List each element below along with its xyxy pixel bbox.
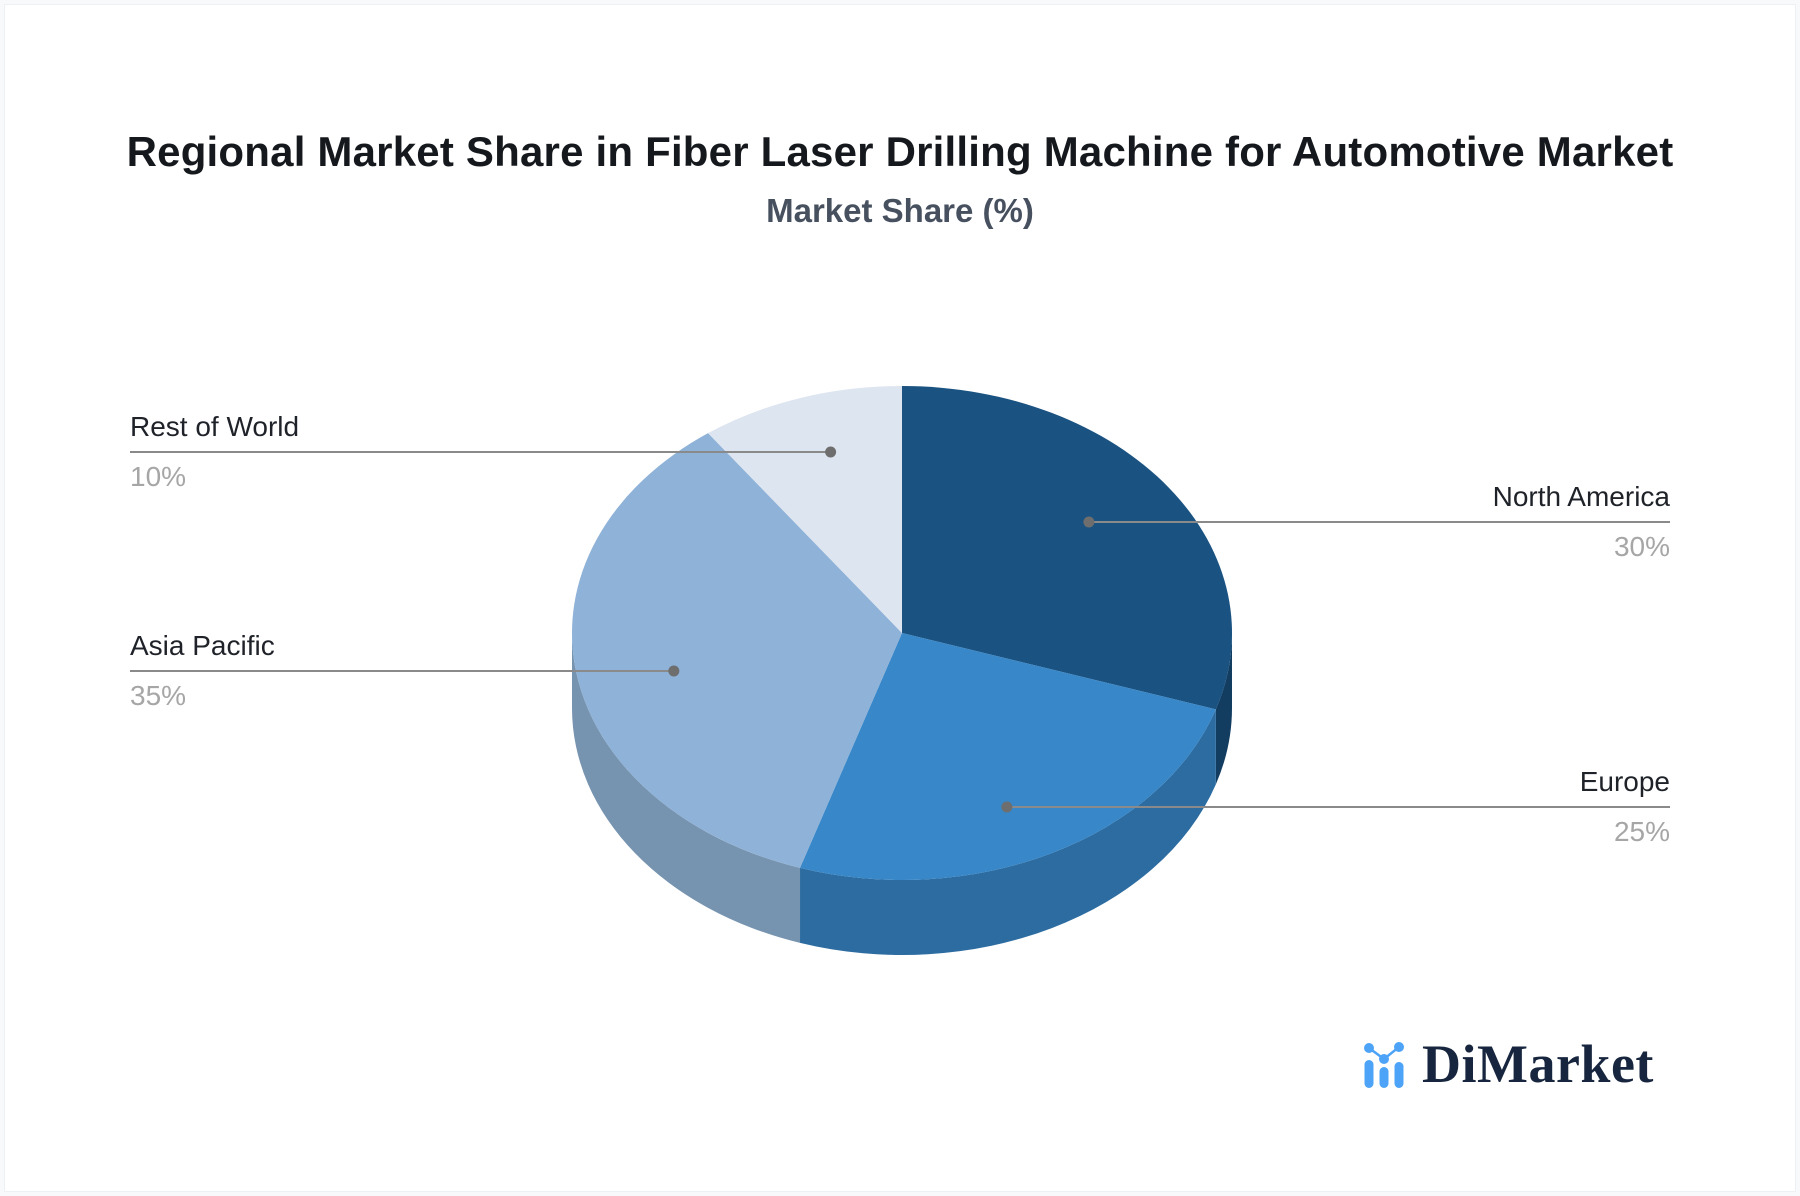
pie-slice-europe[interactable] bbox=[800, 633, 1216, 881]
leader-dot-rest-of-world bbox=[825, 446, 837, 458]
pie-slice-asia-pacific[interactable] bbox=[571, 433, 902, 868]
callout-value-asia-pacific: 35% bbox=[130, 680, 187, 711]
brand-logo: DiMarket bbox=[1358, 1034, 1654, 1094]
leader-dot-europe bbox=[1001, 801, 1013, 813]
leader-dot-north-america bbox=[1083, 516, 1095, 528]
pie-slice-rest-of-world[interactable] bbox=[708, 386, 902, 633]
pie-slice-north-america[interactable] bbox=[902, 386, 1233, 710]
callout-value-north-america: 30% bbox=[1613, 531, 1670, 562]
callout-label-asia-pacific: Asia Pacific bbox=[130, 630, 275, 661]
chart-subtitle: Market Share (%) bbox=[766, 192, 1034, 229]
callout-value-europe: 25% bbox=[1613, 816, 1670, 847]
bar-sparkline-chart-icon bbox=[1364, 1042, 1404, 1088]
pie-slice-side-asia-pacific bbox=[572, 633, 801, 943]
chart-title: Regional Market Share in Fiber Laser Dri… bbox=[126, 128, 1674, 175]
callout-value-rest-of-world: 10% bbox=[130, 461, 187, 492]
callout-label-north-america: North America bbox=[1492, 481, 1670, 512]
leader-dot-asia-pacific bbox=[668, 665, 680, 677]
brand-name: DiMarket bbox=[1422, 1034, 1654, 1094]
callout-label-europe: Europe bbox=[1579, 766, 1670, 797]
pie-slice-side-europe bbox=[800, 709, 1216, 956]
pie-slice-side-north-america bbox=[1215, 633, 1232, 785]
callout-label-rest-of-world: Rest of World bbox=[130, 411, 300, 442]
